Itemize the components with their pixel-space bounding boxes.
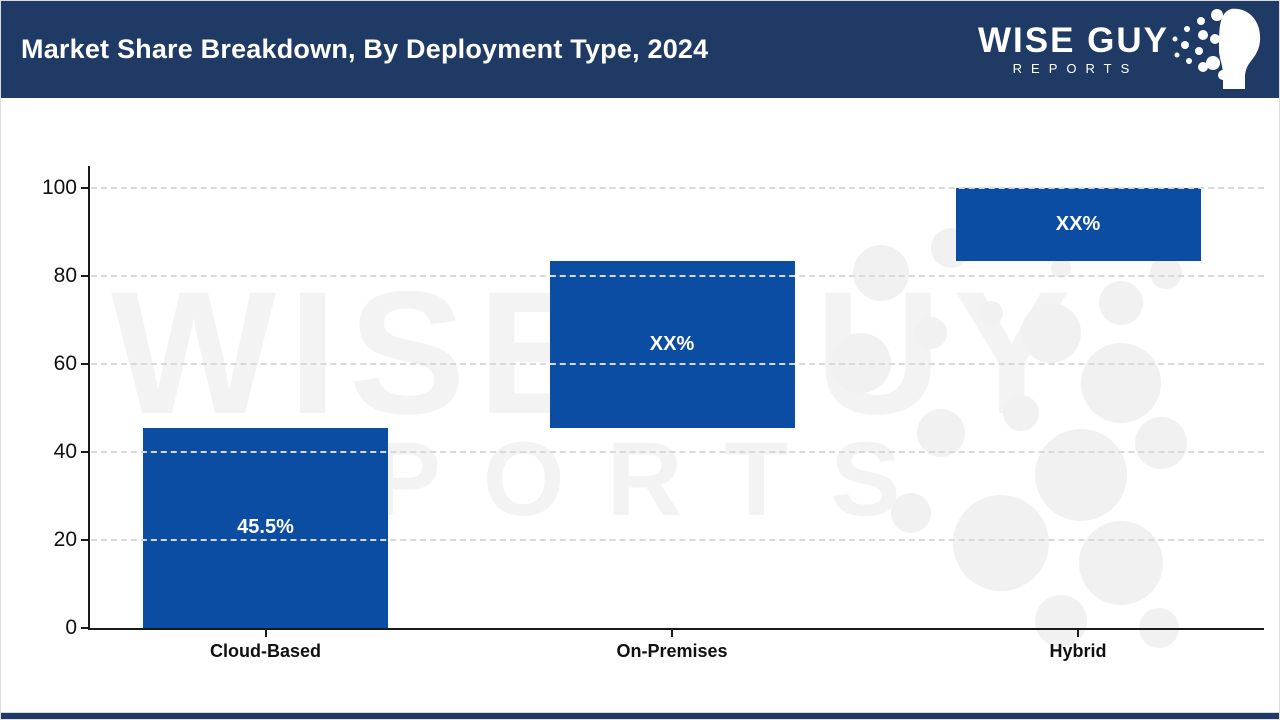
x-category-label: Hybrid (1049, 641, 1107, 661)
gridline-100 (91, 187, 1264, 189)
page-title: Market Share Breakdown, By Deployment Ty… (21, 34, 709, 64)
y-tick-label-100: 100 (41, 176, 77, 199)
y-tick-label-60: 60 (53, 352, 77, 375)
x-category-label: Cloud-Based (209, 641, 321, 661)
y-tick-40 (81, 451, 89, 453)
y-tick-label-20: 20 (53, 528, 77, 551)
x-category-label: On-Premises (616, 641, 728, 661)
y-axis-line (88, 166, 90, 630)
gridline-80 (91, 275, 1264, 277)
x-tick-3 (1077, 630, 1079, 637)
bar-value-label: XX% (1055, 212, 1101, 235)
footer-divider (1, 712, 1279, 713)
y-tick-20 (81, 539, 89, 541)
x-tick-2 (671, 630, 673, 637)
brand-subtitle: REPORTS (1012, 61, 1139, 76)
footer-bar (1, 713, 1279, 719)
y-tick-label-0: 0 (65, 616, 77, 639)
x-tick-1 (264, 630, 267, 637)
gridline-60 (91, 363, 1264, 365)
y-tick-100 (81, 187, 89, 189)
bar-on-premises: XX% (549, 260, 795, 428)
brand-logo-text: WISE GUY REPORTS (978, 23, 1169, 76)
gridline-20 (91, 539, 1264, 541)
watermark-head-dots-icon (821, 213, 1191, 658)
bar-value-label: 45.5% (237, 516, 294, 539)
header: Market Share Breakdown, By Deployment Ty… (1, 1, 1279, 98)
brand-name: WISE GUY (977, 21, 1169, 60)
bar-value-label: XX% (649, 332, 695, 355)
bar-cloud-based: 45.5% (143, 427, 388, 628)
y-tick-60 (81, 363, 89, 365)
x-axis-line (88, 628, 1264, 630)
wiseguy-head-icon (1171, 5, 1263, 94)
y-tick-0 (81, 627, 89, 629)
y-tick-80 (81, 275, 89, 277)
bar-hybrid: XX% (955, 188, 1201, 261)
y-tick-label-40: 40 (53, 440, 77, 463)
gridline-40 (91, 451, 1264, 453)
brand-logo: WISE GUY REPORTS (978, 5, 1263, 94)
y-tick-label-80: 80 (53, 264, 77, 287)
